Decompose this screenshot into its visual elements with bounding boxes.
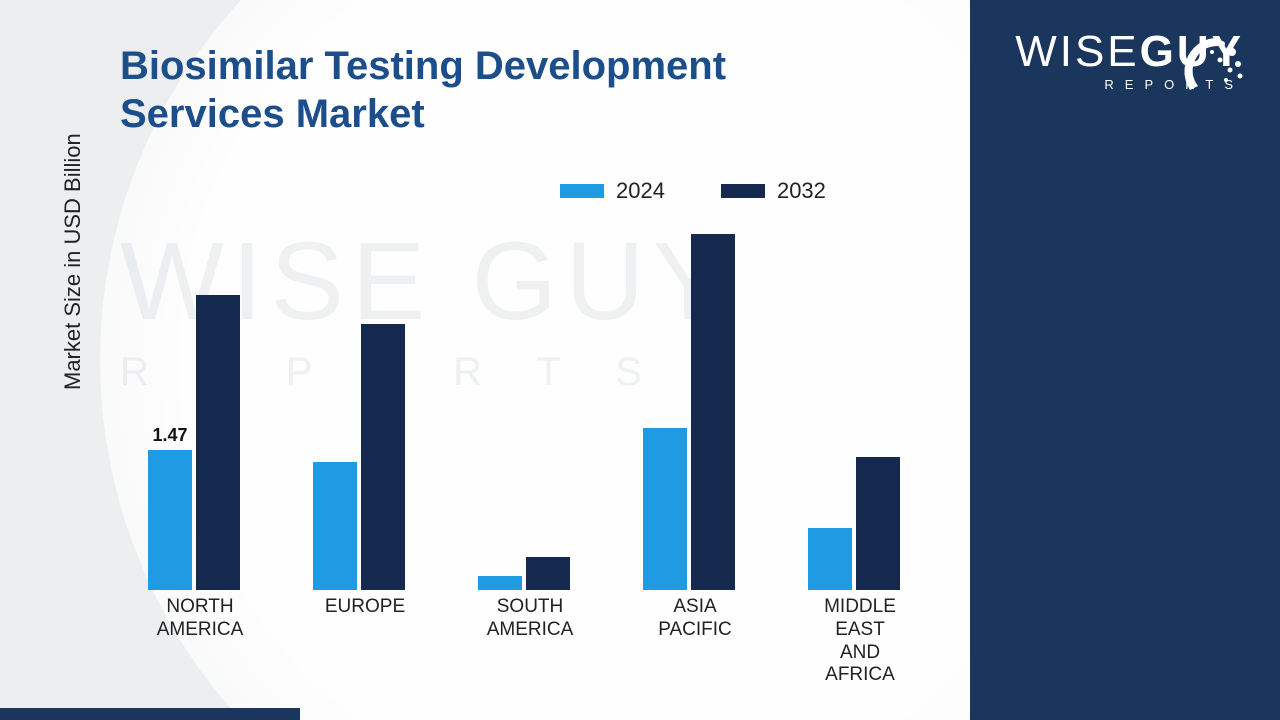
legend-swatch-2024 xyxy=(560,184,604,198)
category-label: SOUTHAMERICA xyxy=(460,596,600,642)
category-label: EUROPE xyxy=(295,596,435,619)
y-axis-label: Market Size in USD Billion xyxy=(60,133,86,390)
bar-2032 xyxy=(856,457,900,590)
bar-2024 xyxy=(808,528,852,590)
category-label: MIDDLEEASTANDAFRICA xyxy=(790,596,930,687)
legend-item-2032: 2032 xyxy=(721,178,826,204)
legend: 2024 2032 xyxy=(560,178,826,204)
plot-area: 1.47 xyxy=(118,210,938,590)
brand-head-icon xyxy=(1160,24,1250,114)
bar-2024 xyxy=(148,450,192,590)
legend-item-2024: 2024 xyxy=(560,178,665,204)
bar-2024 xyxy=(313,462,357,590)
chart-card: WISEGUY REPORTS Biosimilar Testing Devel… xyxy=(0,0,1280,720)
legend-label-2024: 2024 xyxy=(616,178,665,204)
legend-label-2032: 2032 xyxy=(777,178,826,204)
bar-2024 xyxy=(643,428,687,590)
footer-accent-bar xyxy=(0,708,300,720)
brand-word-light: WISE xyxy=(1015,27,1139,76)
bar-2032 xyxy=(691,234,735,590)
bar-value-label: 1.47 xyxy=(140,425,200,446)
category-label: NORTHAMERICA xyxy=(130,596,270,642)
legend-swatch-2032 xyxy=(721,184,765,198)
brand-logo: WISEGUY REPORTS xyxy=(1015,30,1244,91)
bar-2032 xyxy=(526,557,570,590)
chart-title: Biosimilar Testing Development Services … xyxy=(120,42,780,138)
bar-2024 xyxy=(478,576,522,590)
bar-2032 xyxy=(196,295,240,590)
category-label: ASIAPACIFIC xyxy=(625,596,765,642)
bar-2032 xyxy=(361,324,405,590)
